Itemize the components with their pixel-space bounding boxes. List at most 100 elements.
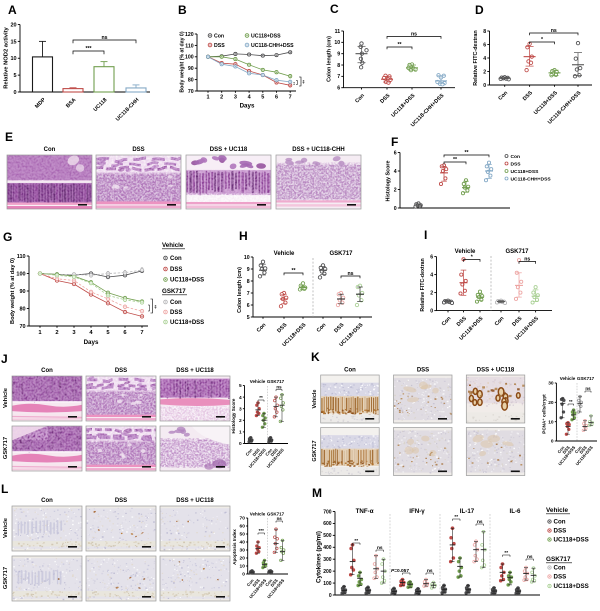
svg-text:10: 10 xyxy=(334,40,340,46)
svg-text:0: 0 xyxy=(329,593,332,599)
svg-text:Vehicle: Vehicle xyxy=(3,387,9,408)
svg-text:7: 7 xyxy=(289,95,292,101)
svg-text:**: ** xyxy=(291,268,296,274)
svg-text:UC118-CHH+DSS: UC118-CHH+DSS xyxy=(251,43,294,49)
svg-text:6: 6 xyxy=(247,303,250,309)
svg-text:600: 600 xyxy=(323,521,332,527)
svg-text:1: 1 xyxy=(38,330,42,336)
svg-text:H: H xyxy=(239,229,248,243)
svg-text:0: 0 xyxy=(239,441,242,447)
svg-text:UC118+DSS: UC118+DSS xyxy=(170,278,204,284)
svg-text:5: 5 xyxy=(239,383,242,389)
svg-text:TNF-α: TNF-α xyxy=(356,508,374,515)
svg-text:10: 10 xyxy=(10,56,16,62)
svg-text:10: 10 xyxy=(240,564,246,570)
svg-text:40: 40 xyxy=(240,540,246,546)
svg-text:Apoptosis Index: Apoptosis Index xyxy=(232,529,237,565)
svg-text:100: 100 xyxy=(16,272,25,278)
svg-text:110: 110 xyxy=(185,43,193,49)
svg-text:Vehicle: Vehicle xyxy=(250,512,266,517)
svg-text:DSS: DSS xyxy=(511,161,522,167)
svg-text:Vehicle: Vehicle xyxy=(3,517,9,538)
svg-text:ns: ns xyxy=(524,256,530,262)
svg-text:Vehicle: Vehicle xyxy=(546,507,568,514)
svg-text:9: 9 xyxy=(247,267,250,273)
svg-text:200: 200 xyxy=(323,569,332,575)
svg-text:Con: Con xyxy=(554,519,566,526)
svg-text:7: 7 xyxy=(337,74,340,80)
svg-text:Relative FITC-dextran: Relative FITC-dextran xyxy=(420,258,426,311)
svg-text:Con: Con xyxy=(41,368,53,374)
svg-text:DSS: DSS xyxy=(554,528,567,535)
svg-text:UC118+DSS: UC118+DSS xyxy=(251,34,281,40)
svg-text:J: J xyxy=(1,352,8,366)
svg-text:5: 5 xyxy=(106,330,110,336)
svg-text:DSS: DSS xyxy=(170,310,182,316)
svg-text:Histology Score: Histology Score xyxy=(386,160,392,201)
svg-text:6: 6 xyxy=(394,150,397,156)
svg-text:Con: Con xyxy=(354,93,366,105)
svg-text:8: 8 xyxy=(483,29,486,35)
svg-text:A: A xyxy=(8,3,17,17)
svg-text:DSS + UC118: DSS + UC118 xyxy=(176,368,214,374)
svg-text:Con: Con xyxy=(244,447,253,457)
svg-text:Vehicle: Vehicle xyxy=(274,251,295,257)
svg-text:DSS: DSS xyxy=(251,578,260,588)
svg-text:UC118+DSS: UC118+DSS xyxy=(554,583,589,590)
svg-text:Con: Con xyxy=(264,578,273,588)
svg-text:2: 2 xyxy=(430,291,433,297)
svg-text:‡: ‡ xyxy=(302,80,305,85)
svg-text:ns: ns xyxy=(427,569,433,574)
svg-text:5: 5 xyxy=(261,95,264,101)
svg-text:Con: Con xyxy=(44,147,56,153)
svg-text:120: 120 xyxy=(185,32,194,38)
svg-text:ns: ns xyxy=(585,386,591,391)
svg-text:Vehicle: Vehicle xyxy=(250,379,266,384)
svg-text:60: 60 xyxy=(240,524,246,530)
svg-text:10: 10 xyxy=(548,419,554,425)
svg-text:GSK717: GSK717 xyxy=(312,440,318,461)
svg-text:30: 30 xyxy=(548,381,554,387)
svg-text:ns: ns xyxy=(411,31,417,37)
svg-text:700: 700 xyxy=(323,509,332,515)
svg-text:3: 3 xyxy=(72,330,76,336)
svg-text:F: F xyxy=(391,135,398,149)
svg-text:PCNA⁺ cells/crypt: PCNA⁺ cells/crypt xyxy=(542,394,547,434)
svg-text:GSK717: GSK717 xyxy=(577,376,595,381)
svg-text:3: 3 xyxy=(234,95,237,101)
svg-text:Con: Con xyxy=(497,90,509,102)
svg-text:L: L xyxy=(1,482,8,496)
svg-text:DSS: DSS xyxy=(561,445,570,455)
svg-text:Relative FITC-dextran: Relative FITC-dextran xyxy=(473,30,479,85)
svg-text:4: 4 xyxy=(430,273,433,279)
svg-text:11: 11 xyxy=(335,29,341,35)
svg-text:Con: Con xyxy=(554,565,566,572)
svg-text:1: 1 xyxy=(206,95,209,101)
svg-text:Con: Con xyxy=(214,34,224,40)
svg-text:**: ** xyxy=(464,150,469,156)
svg-text:20: 20 xyxy=(240,556,246,562)
svg-text:**: ** xyxy=(397,42,402,48)
svg-text:2: 2 xyxy=(239,418,242,424)
svg-text:DSS: DSS xyxy=(417,368,429,374)
svg-text:4: 4 xyxy=(89,330,93,336)
svg-text:E: E xyxy=(5,130,13,144)
svg-text:M: M xyxy=(312,486,322,500)
svg-text:8: 8 xyxy=(337,63,340,69)
svg-text:Con: Con xyxy=(344,368,356,374)
svg-text:2: 2 xyxy=(483,69,486,75)
svg-text:ns: ns xyxy=(276,384,282,389)
svg-text:Cytokines (pg/ml): Cytokines (pg/ml) xyxy=(316,531,323,583)
svg-text:*: * xyxy=(471,254,474,260)
svg-text:20: 20 xyxy=(548,400,554,406)
svg-text:Vehicle: Vehicle xyxy=(162,242,184,249)
svg-text:1: 1 xyxy=(239,430,242,436)
svg-text:0: 0 xyxy=(394,206,397,212)
svg-text:0: 0 xyxy=(14,90,17,96)
svg-text:Colon length (cm): Colon length (cm) xyxy=(237,267,243,313)
svg-text:ns: ns xyxy=(101,35,107,41)
svg-text:ns: ns xyxy=(527,555,533,560)
svg-text:6: 6 xyxy=(275,95,278,101)
svg-text:Vehicle: Vehicle xyxy=(455,249,476,255)
svg-text:DSS + UC118-CHH: DSS + UC118-CHH xyxy=(292,147,345,153)
